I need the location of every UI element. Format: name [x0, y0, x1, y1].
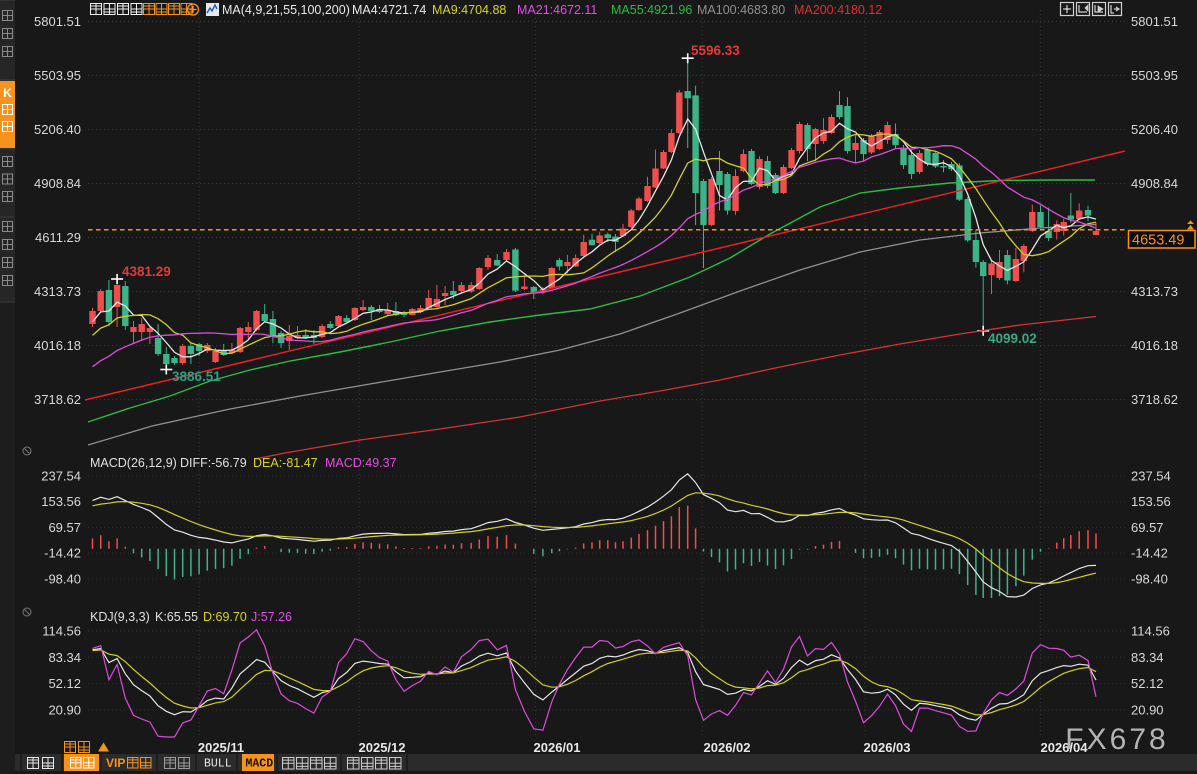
- svg-text:BULL: BULL: [204, 758, 232, 771]
- svg-text:MACD: MACD: [246, 758, 274, 771]
- svg-text:-98.40: -98.40: [1131, 572, 1168, 587]
- svg-text:5801.51: 5801.51: [34, 14, 81, 29]
- svg-text:2026/01: 2026/01: [534, 740, 581, 755]
- svg-text:MA(4,9,21,55,100,200): MA(4,9,21,55,100,200): [222, 3, 350, 17]
- svg-text:MA9:4704.88: MA9:4704.88: [432, 3, 506, 17]
- svg-text:5801.51: 5801.51: [1131, 14, 1178, 29]
- svg-text:VIP: VIP: [106, 756, 125, 770]
- svg-text:69.57: 69.57: [1131, 520, 1164, 535]
- svg-text:69.57: 69.57: [48, 520, 81, 535]
- svg-text:5503.95: 5503.95: [34, 68, 81, 83]
- svg-text:DEA:-81.47: DEA:-81.47: [253, 456, 318, 470]
- svg-text:153.56: 153.56: [41, 494, 81, 509]
- svg-text:MA100:4683.80: MA100:4683.80: [697, 3, 785, 17]
- svg-text:52.12: 52.12: [1131, 676, 1164, 691]
- svg-text:2025/12: 2025/12: [359, 740, 406, 755]
- svg-text:MACD:49.37: MACD:49.37: [325, 456, 397, 470]
- svg-text:5206.40: 5206.40: [1131, 122, 1178, 137]
- svg-text:114.56: 114.56: [1131, 624, 1170, 639]
- svg-text:-98.40: -98.40: [44, 572, 81, 587]
- svg-text:-14.42: -14.42: [44, 546, 81, 561]
- svg-text:2026/02: 2026/02: [704, 740, 751, 755]
- svg-text:52.12: 52.12: [48, 676, 81, 691]
- svg-text:4016.18: 4016.18: [1131, 338, 1178, 353]
- svg-text:237.54: 237.54: [1131, 469, 1171, 484]
- svg-text:MA21:4672.11: MA21:4672.11: [517, 3, 597, 17]
- svg-text:3886.51: 3886.51: [172, 369, 221, 384]
- svg-text:-14.42: -14.42: [1131, 546, 1168, 561]
- svg-text:2026/04: 2026/04: [1041, 740, 1089, 755]
- svg-text:4611.29: 4611.29: [35, 230, 81, 245]
- svg-text:K:65.55: K:65.55: [155, 610, 198, 624]
- svg-text:KDJ(9,3,3): KDJ(9,3,3): [90, 610, 150, 624]
- svg-text:MA4:4721.74: MA4:4721.74: [352, 3, 426, 17]
- svg-text:20.90: 20.90: [48, 702, 81, 717]
- svg-text:4908.84: 4908.84: [34, 176, 81, 191]
- svg-text:4908.84: 4908.84: [1131, 176, 1178, 191]
- svg-text:J:57.26: J:57.26: [251, 610, 292, 624]
- svg-text:2025/11: 2025/11: [198, 740, 244, 755]
- svg-text:4099.02: 4099.02: [988, 331, 1037, 346]
- svg-text:2026/03: 2026/03: [864, 740, 911, 755]
- svg-text:4313.73: 4313.73: [1131, 284, 1178, 299]
- svg-text:4016.18: 4016.18: [34, 338, 81, 353]
- svg-text:4313.73: 4313.73: [34, 284, 81, 299]
- svg-text:DIFF:-56.79: DIFF:-56.79: [180, 456, 247, 470]
- svg-text:MACD(26,12,9): MACD(26,12,9): [90, 456, 177, 470]
- svg-text:MA55:4921.96: MA55:4921.96: [611, 3, 692, 17]
- svg-text:20.90: 20.90: [1131, 702, 1164, 717]
- svg-text:D:69.70: D:69.70: [203, 610, 247, 624]
- svg-text:83.34: 83.34: [48, 650, 81, 665]
- svg-text:5206.40: 5206.40: [34, 122, 81, 137]
- svg-text:237.54: 237.54: [41, 469, 81, 484]
- svg-text:K: K: [3, 86, 12, 100]
- svg-text:4381.29: 4381.29: [122, 264, 171, 279]
- svg-text:FX678: FX678: [1065, 723, 1168, 756]
- svg-text:3718.62: 3718.62: [1131, 392, 1178, 407]
- svg-text:4653.49: 4653.49: [1132, 233, 1184, 249]
- svg-text:5503.95: 5503.95: [1131, 68, 1178, 83]
- svg-text:114.56: 114.56: [42, 624, 81, 639]
- svg-text:MA200:4180.12: MA200:4180.12: [794, 3, 882, 17]
- svg-text:5596.33: 5596.33: [691, 43, 740, 58]
- svg-text:83.34: 83.34: [1131, 650, 1164, 665]
- svg-text:3718.62: 3718.62: [34, 392, 81, 407]
- svg-text:153.56: 153.56: [1131, 494, 1171, 509]
